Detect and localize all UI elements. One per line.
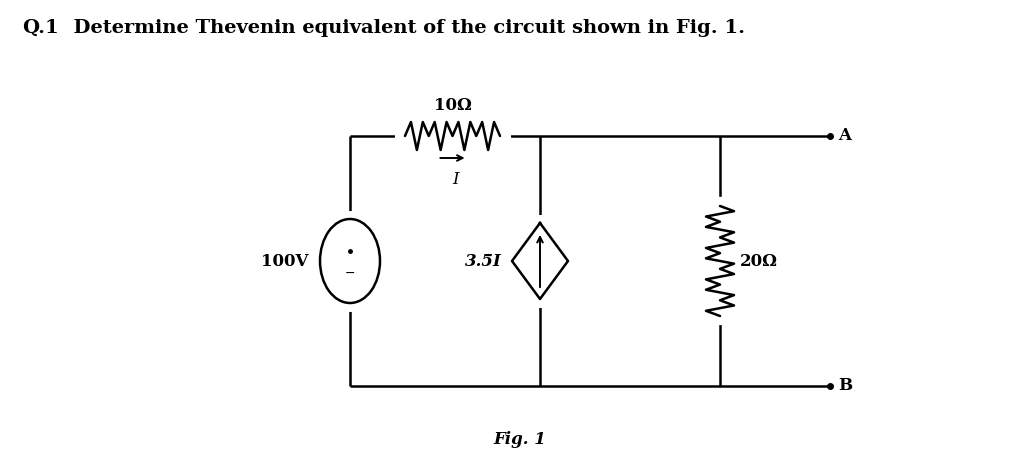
Polygon shape	[512, 223, 568, 299]
Ellipse shape	[319, 219, 380, 303]
Text: 10Ω: 10Ω	[433, 97, 471, 114]
Text: 20Ω: 20Ω	[740, 252, 778, 269]
Text: B: B	[838, 377, 852, 395]
Text: I: I	[453, 171, 459, 188]
Text: Determine Thevenin equivalent of the circuit shown in Fig. 1.: Determine Thevenin equivalent of the cir…	[60, 19, 745, 37]
Text: Fig. 1: Fig. 1	[494, 430, 547, 447]
Text: 3.5I: 3.5I	[465, 252, 502, 269]
Text: −: −	[345, 267, 355, 279]
Text: A: A	[838, 128, 851, 145]
Text: Q.1: Q.1	[22, 19, 58, 37]
Text: 100V: 100V	[261, 252, 308, 269]
